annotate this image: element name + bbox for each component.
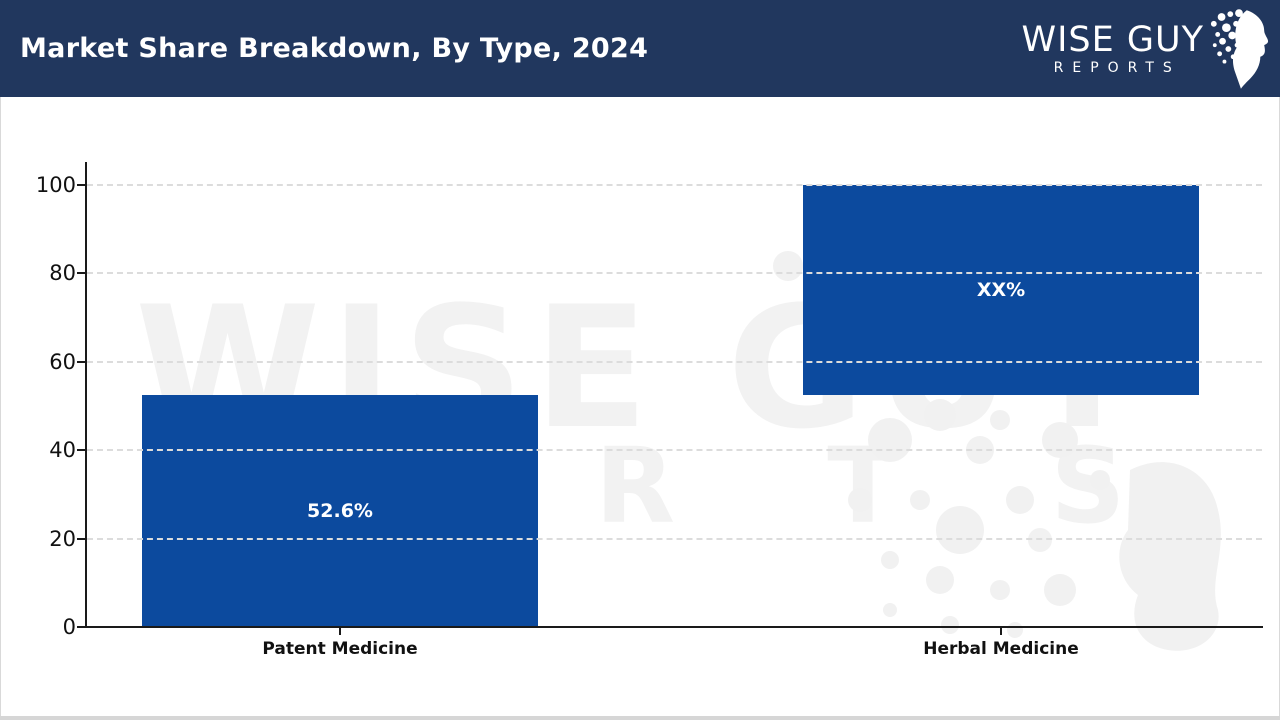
y-tick-label: 20 [49, 526, 76, 551]
y-tick-label: 0 [62, 615, 76, 639]
logo-text: WISE GUY REPORTS [1021, 22, 1204, 76]
wiseguy-face-icon [1210, 9, 1269, 89]
bar-value-label: 52.6% [307, 499, 373, 522]
y-tick-mark [77, 184, 85, 186]
gridline-60 [87, 360, 1262, 363]
y-tick-label: 40 [49, 438, 76, 463]
y-tick-mark [77, 272, 85, 275]
gridline-80 [87, 272, 1262, 275]
logo-wordmark: WISE GUY [1021, 20, 1204, 61]
y-tick-mark [77, 360, 85, 363]
bar-herbal-medicine [803, 185, 1199, 395]
y-tick-mark [77, 626, 85, 628]
x-axis-line [85, 626, 1263, 628]
y-tick-label: 80 [49, 261, 76, 286]
y-tick-label: 60 [49, 349, 76, 374]
page-title: Market Share Breakdown, By Type, 2024 [20, 33, 649, 64]
y-tick-mark [77, 537, 85, 540]
wiseguy-logo: WISE GUY REPORTS [1021, 4, 1270, 94]
page-border-bottom [0, 716, 1280, 720]
x-category-label-2: Herbal Medicine [923, 639, 1079, 659]
bar-value-label: XX% [976, 278, 1026, 301]
gridline-40 [87, 449, 1262, 452]
page-border-left [0, 97, 1, 720]
y-tick-mark [77, 449, 85, 452]
header-bar: Market Share Breakdown, By Type, 2024 WI… [0, 0, 1280, 97]
gridline-20 [87, 537, 1262, 540]
logo-subtext: REPORTS [1053, 59, 1181, 76]
x-tick-mark [1000, 628, 1002, 635]
y-tick-label: 100 [35, 173, 76, 197]
y-axis-line [85, 162, 87, 628]
bar-patent-medicine [142, 394, 538, 627]
x-tick-mark [339, 628, 341, 635]
gridline-100 [87, 184, 1262, 186]
x-category-label-1: Patent Medicine [262, 639, 418, 659]
